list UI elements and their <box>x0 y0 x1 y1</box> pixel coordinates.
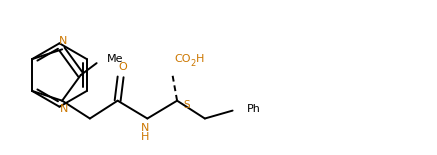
Text: N: N <box>59 36 67 46</box>
Text: S: S <box>184 100 191 110</box>
Text: H: H <box>141 132 149 142</box>
Text: Ph: Ph <box>246 104 260 114</box>
Text: N: N <box>141 123 149 133</box>
Text: H: H <box>196 54 205 64</box>
Text: CO: CO <box>174 54 191 64</box>
Text: O: O <box>118 62 127 72</box>
Text: Me: Me <box>107 54 123 64</box>
Text: 2: 2 <box>190 59 195 68</box>
Text: N: N <box>60 104 68 114</box>
